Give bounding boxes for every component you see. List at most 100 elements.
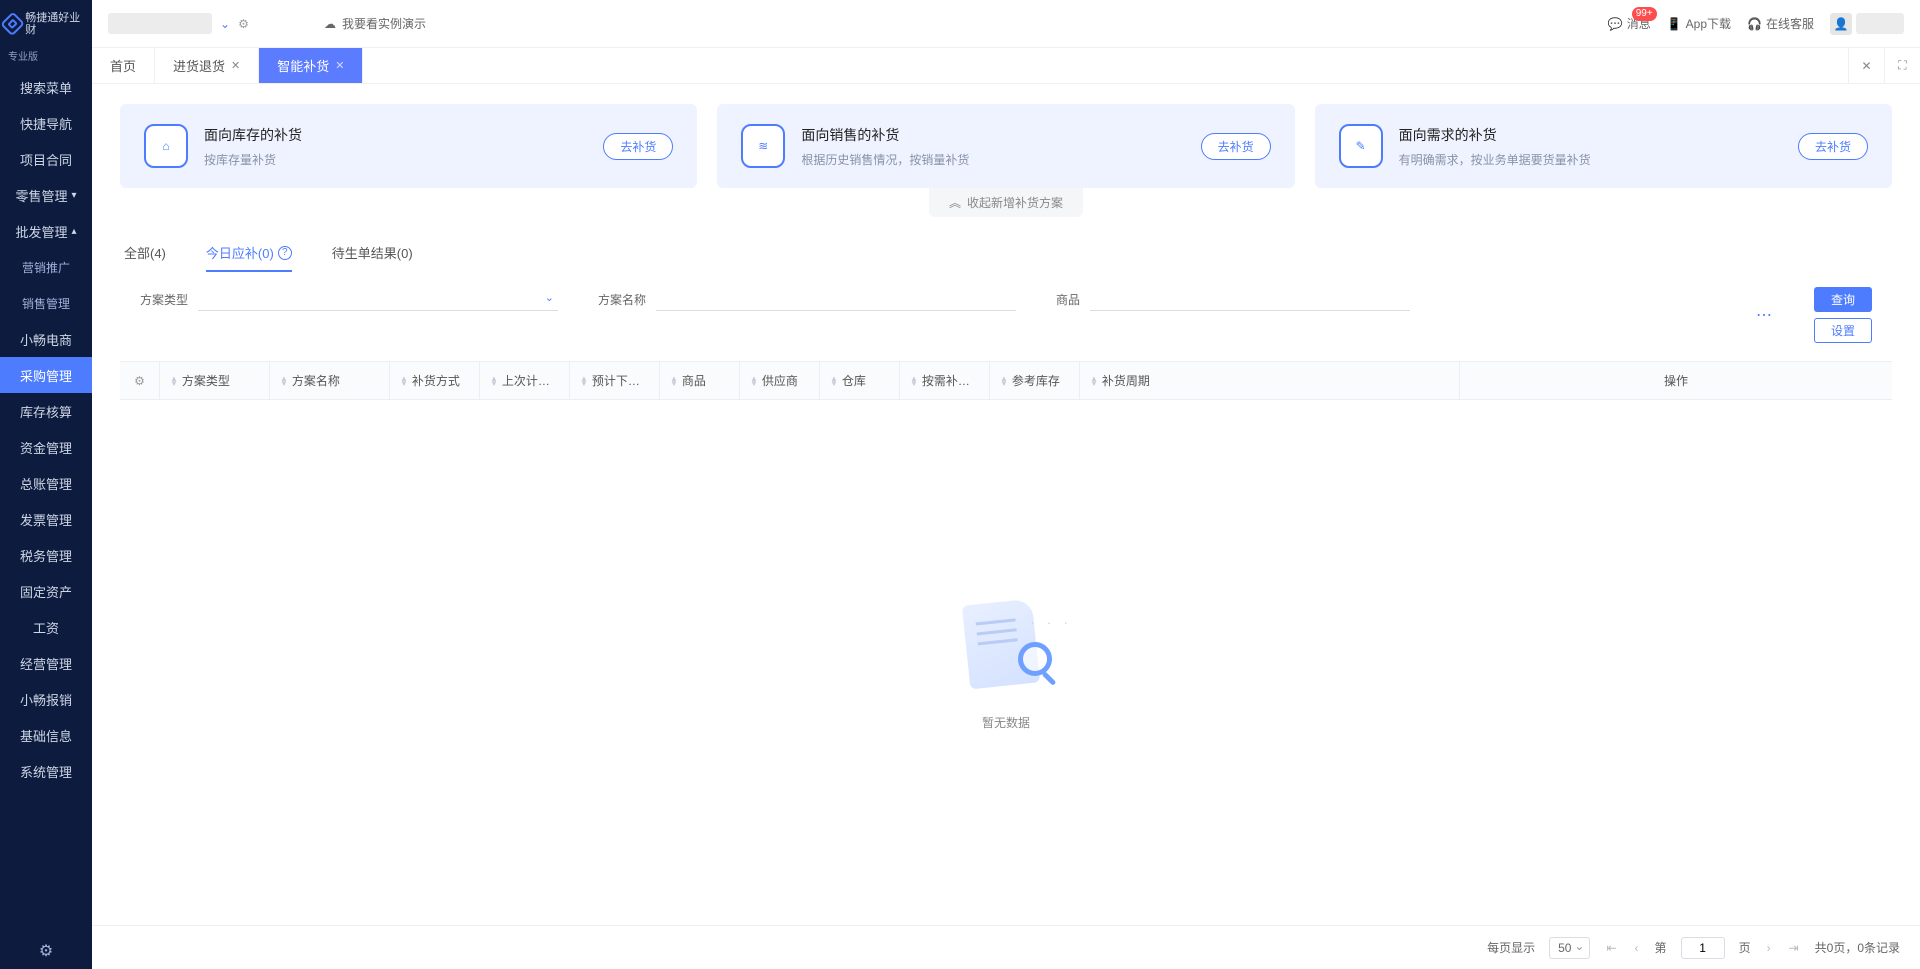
sidebar-item-label: 营销推广 bbox=[22, 259, 70, 276]
column-header-9[interactable]: ▲▼参考库存 bbox=[990, 362, 1080, 399]
sidebar: 畅捷通好业财 专业版 搜索菜单快捷导航项目合同零售管理▾批发管理▴营销推广销售管… bbox=[0, 0, 92, 969]
chevron-up-icon: ︽ bbox=[949, 194, 961, 211]
help-icon[interactable]: ? bbox=[278, 246, 292, 260]
sidebar-item-6[interactable]: 销售管理 bbox=[0, 285, 92, 321]
subtab-1[interactable]: 今日应补(0)? bbox=[206, 235, 292, 272]
fullscreen-icon[interactable]: ⛶ bbox=[1884, 48, 1920, 83]
sidebar-item-5[interactable]: 营销推广 bbox=[0, 249, 92, 285]
sort-icon[interactable]: ▲▼ bbox=[1000, 376, 1008, 386]
column-header-0[interactable]: ▲▼方案类型 bbox=[160, 362, 270, 399]
sidebar-item-label: 小畅报销 bbox=[20, 690, 72, 709]
sidebar-item-3[interactable]: 零售管理▾ bbox=[0, 177, 92, 213]
first-page-icon[interactable]: ⇤ bbox=[1604, 941, 1618, 955]
sort-icon[interactable]: ▲▼ bbox=[280, 376, 288, 386]
close-icon[interactable]: ✕ bbox=[231, 59, 240, 72]
empty-text: 暂无数据 bbox=[982, 714, 1030, 731]
more-filters-icon[interactable]: ⋯ bbox=[1756, 305, 1774, 325]
subtab-2[interactable]: 待生单结果(0) bbox=[332, 235, 413, 272]
sidebar-item-14[interactable]: 固定资产 bbox=[0, 573, 92, 609]
sidebar-item-0[interactable]: 搜索菜单 bbox=[0, 69, 92, 105]
sidebar-item-label: 工资 bbox=[33, 618, 59, 637]
gear-icon[interactable]: ⚙ bbox=[238, 17, 249, 31]
close-all-tabs-icon[interactable]: ✕ bbox=[1848, 48, 1884, 83]
column-label: 补货周期 bbox=[1102, 372, 1150, 389]
app-download-button[interactable]: 📱 App下载 bbox=[1667, 15, 1731, 32]
messages-badge: 99+ bbox=[1632, 7, 1657, 21]
column-header-5[interactable]: ▲▼商品 bbox=[660, 362, 740, 399]
user-name bbox=[1856, 13, 1904, 34]
sidebar-item-label: 批发管理 bbox=[15, 222, 67, 241]
sidebar-settings-icon[interactable]: ⚙ bbox=[0, 933, 92, 969]
sidebar-item-label: 搜索菜单 bbox=[20, 78, 72, 97]
page-prefix: 第 bbox=[1655, 939, 1667, 956]
table-settings-icon[interactable]: ⚙ bbox=[120, 362, 160, 399]
sort-icon[interactable]: ▲▼ bbox=[910, 376, 918, 386]
prev-page-icon[interactable]: ‹ bbox=[1633, 941, 1641, 955]
sort-icon[interactable]: ▲▼ bbox=[750, 376, 758, 386]
filter-goods-input[interactable] bbox=[1090, 287, 1410, 311]
sidebar-item-13[interactable]: 税务管理 bbox=[0, 537, 92, 573]
cloud-icon: ☁ bbox=[324, 17, 336, 31]
sidebar-item-4[interactable]: 批发管理▴ bbox=[0, 213, 92, 249]
page-input[interactable] bbox=[1681, 937, 1725, 959]
close-icon[interactable]: ✕ bbox=[335, 59, 344, 72]
sidebar-item-8[interactable]: 采购管理 bbox=[0, 357, 92, 393]
sidebar-item-10[interactable]: 资金管理 bbox=[0, 429, 92, 465]
sidebar-item-1[interactable]: 快捷导航 bbox=[0, 105, 92, 141]
page-tab-0[interactable]: 首页 bbox=[92, 48, 155, 83]
column-header-10[interactable]: ▲▼ 补货周期 bbox=[1080, 362, 1460, 399]
sort-icon[interactable]: ▲▼ bbox=[580, 376, 588, 386]
column-header-3[interactable]: ▲▼上次计… bbox=[480, 362, 570, 399]
card-icon: ≋ bbox=[741, 124, 785, 168]
demo-link[interactable]: ☁ 我要看实例演示 bbox=[324, 15, 426, 32]
column-header-7[interactable]: ▲▼仓库 bbox=[820, 362, 900, 399]
collapse-toggle[interactable]: ︽ 收起新增补货方案 bbox=[929, 188, 1083, 217]
messages-button[interactable]: 💬 消息 99+ bbox=[1608, 15, 1651, 32]
sidebar-item-7[interactable]: 小畅电商 bbox=[0, 321, 92, 357]
sidebar-item-11[interactable]: 总账管理 bbox=[0, 465, 92, 501]
subtab-0[interactable]: 全部(4) bbox=[124, 235, 166, 272]
sidebar-item-label: 资金管理 bbox=[20, 438, 72, 457]
replenish-cards: ⌂面向库存的补货按库存量补货去补货≋面向销售的补货根据历史销售情况，按销量补货去… bbox=[120, 104, 1892, 188]
tab-label: 进货退货 bbox=[173, 56, 225, 75]
sidebar-item-19[interactable]: 系统管理 bbox=[0, 753, 92, 789]
sidebar-item-16[interactable]: 经营管理 bbox=[0, 645, 92, 681]
user-menu[interactable]: 👤 bbox=[1830, 13, 1904, 35]
sidebar-item-17[interactable]: 小畅报销 bbox=[0, 681, 92, 717]
last-page-icon[interactable]: ⇥ bbox=[1787, 941, 1801, 955]
query-button[interactable]: 查询 bbox=[1814, 287, 1872, 312]
card-action-button[interactable]: 去补货 bbox=[1798, 133, 1868, 160]
sidebar-item-label: 小畅电商 bbox=[20, 330, 72, 349]
sidebar-item-label: 经营管理 bbox=[20, 654, 72, 673]
settings-button[interactable]: 设置 bbox=[1814, 318, 1872, 343]
tab-label: 首页 bbox=[110, 56, 136, 75]
next-page-icon[interactable]: › bbox=[1765, 941, 1773, 955]
customer-service-button[interactable]: 🎧 在线客服 bbox=[1747, 15, 1814, 32]
sort-icon[interactable]: ▲▼ bbox=[490, 376, 498, 386]
card-action-button[interactable]: 去补货 bbox=[1201, 133, 1271, 160]
filter-type-input[interactable] bbox=[198, 287, 558, 311]
column-header-6[interactable]: ▲▼供应商 bbox=[740, 362, 820, 399]
column-header-8[interactable]: ▲▼按需补… bbox=[900, 362, 990, 399]
sidebar-item-2[interactable]: 项目合同 bbox=[0, 141, 92, 177]
sidebar-item-12[interactable]: 发票管理 bbox=[0, 501, 92, 537]
filter-type[interactable]: 方案类型 ⌄ bbox=[140, 287, 558, 311]
org-selector[interactable]: ⌄ ⚙ bbox=[108, 13, 308, 34]
page-tab-2[interactable]: 智能补货✕ bbox=[259, 48, 363, 83]
sidebar-item-18[interactable]: 基础信息 bbox=[0, 717, 92, 753]
column-header-2[interactable]: ▲▼补货方式 bbox=[390, 362, 480, 399]
column-header-4[interactable]: ▲▼预计下… bbox=[570, 362, 660, 399]
sidebar-item-15[interactable]: 工资 bbox=[0, 609, 92, 645]
sort-icon[interactable]: ▲▼ bbox=[400, 376, 408, 386]
column-header-1[interactable]: ▲▼方案名称 bbox=[270, 362, 390, 399]
sidebar-item-9[interactable]: 库存核算 bbox=[0, 393, 92, 429]
page-tab-1[interactable]: 进货退货 ✕ bbox=[155, 48, 259, 83]
per-page-select[interactable]: 50 bbox=[1549, 937, 1590, 959]
sort-icon[interactable]: ▲▼ bbox=[830, 376, 838, 386]
sort-icon[interactable]: ▲▼ bbox=[170, 376, 178, 386]
results-table: ⚙▲▼方案类型▲▼方案名称▲▼补货方式▲▼上次计…▲▼预计下…▲▼商品▲▼供应商… bbox=[120, 361, 1892, 400]
card-action-button[interactable]: 去补货 bbox=[603, 133, 673, 160]
sort-icon[interactable]: ▲▼ bbox=[1090, 376, 1098, 386]
filter-name-input[interactable] bbox=[656, 287, 1016, 311]
sort-icon[interactable]: ▲▼ bbox=[670, 376, 678, 386]
